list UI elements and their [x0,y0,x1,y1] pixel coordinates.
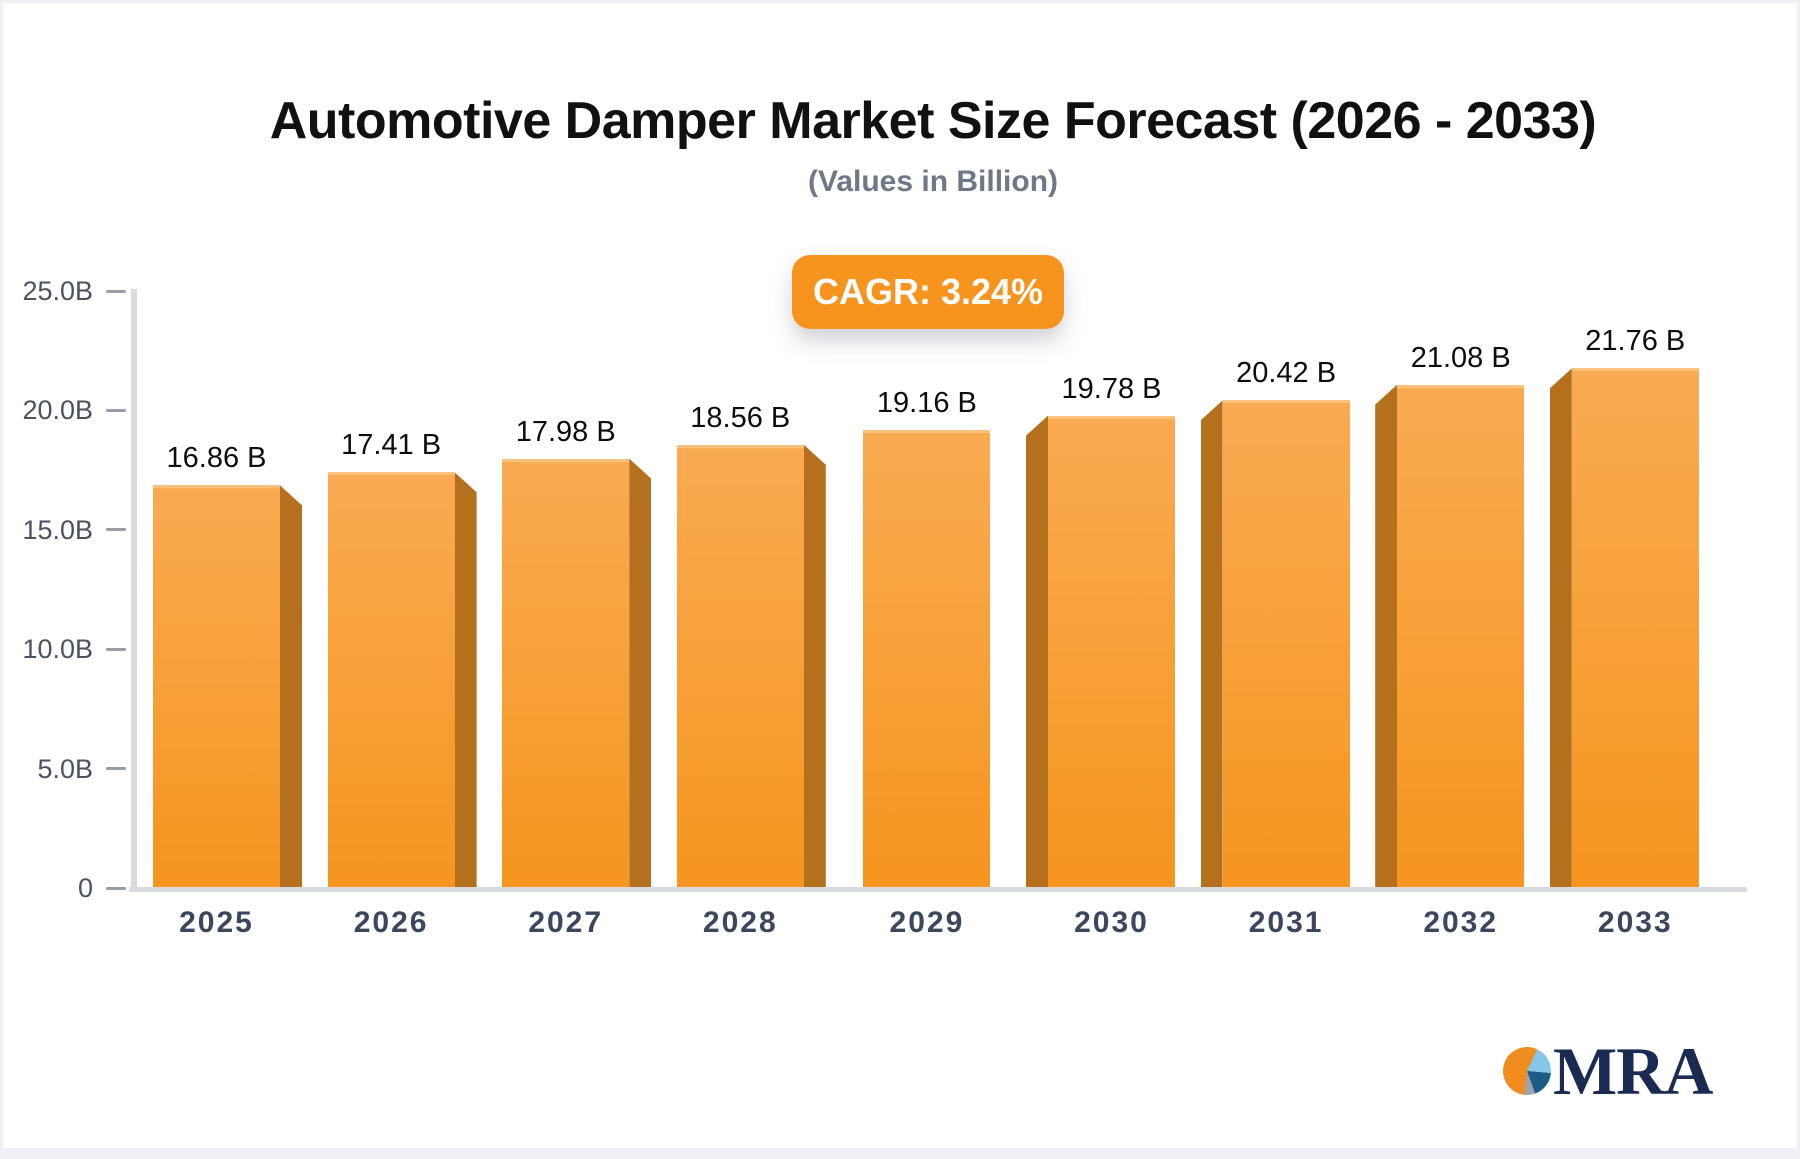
bar-value-label: 19.78 B [1061,372,1162,405]
bar-side [803,444,826,888]
bar-side [1026,415,1048,888]
y-tick-label: 25.0B [22,276,93,306]
bar-face [1048,415,1175,888]
bar-side [1200,400,1223,888]
bar-value-label: 21.76 B [1585,325,1686,358]
bar-value-label: 20.42 B [1236,357,1337,390]
bar-face [153,485,280,888]
x-axis-line [129,887,1747,892]
bar-value-label: 21.08 B [1410,341,1511,374]
y-tick-dash [106,886,126,890]
brand-logo-text: MRA [1553,1033,1713,1109]
bar-side [1375,384,1398,888]
y-tick-dash [106,408,126,412]
bar-side [629,458,652,888]
y-tick-label: 20.0B [22,395,93,426]
x-axis-label: 2029 [889,906,965,939]
y-tick-label: 10.0B [22,634,93,665]
x-axis-label: 2031 [1248,906,1324,939]
page-subtitle: (Values in Billion) [807,165,1059,198]
bar-face [676,444,804,888]
x-axis-label: 2033 [1597,906,1673,939]
bar-chart: 0 5.0B 10.0B 15.0B 20.0B 25.0B 16.86 B 2025 17.4… [3,3,1800,1159]
bar-value-label: 16.86 B [166,442,267,475]
chart-header: Automotive Damper Market Size Forecast (… [63,91,1800,199]
pie-chart-logo-icon [1503,1047,1551,1095]
y-tick-label: 0 [77,873,93,903]
bar-side [1549,368,1572,888]
y-tick-label: 5.0B [37,753,93,784]
cagr-badge-label: CAGR: 3.24% [812,271,1044,312]
y-tick-label: 15.0B [22,514,93,545]
page-title: Automotive Damper Market Size Forecast (… [269,92,1597,150]
x-axis-label: 2026 [353,906,429,939]
bar-face [327,472,455,888]
x-axis-label: 2025 [179,906,254,939]
brand-logo: MRA [1503,1031,1713,1111]
x-axis-label: 2027 [528,906,604,939]
bar-face [863,430,991,888]
y-tick-dash [106,289,126,293]
bar-value-label: 18.56 B [690,401,791,434]
y-axis-line [131,289,137,892]
cagr-badge: CAGR: 3.24% [792,255,1064,329]
chart-page: Automotive Damper Market Size Forecast (… [3,3,1797,1148]
x-axis-label: 2030 [1074,906,1149,939]
bar-side [454,472,477,888]
bar-face [1222,400,1350,888]
bar-value-label: 17.41 B [341,429,442,462]
bar-face [1397,384,1525,888]
bar-side [280,485,302,888]
bar-face [1571,368,1699,888]
bar-value-label: 19.16 B [876,387,977,420]
x-axis-label: 2032 [1423,906,1499,939]
y-tick-dash [106,767,126,771]
bar-value-label: 17.98 B [515,415,616,448]
bar-face [502,458,630,888]
y-tick-dash [106,647,126,651]
x-axis-label: 2028 [702,906,778,939]
y-tick-dash [106,528,126,532]
